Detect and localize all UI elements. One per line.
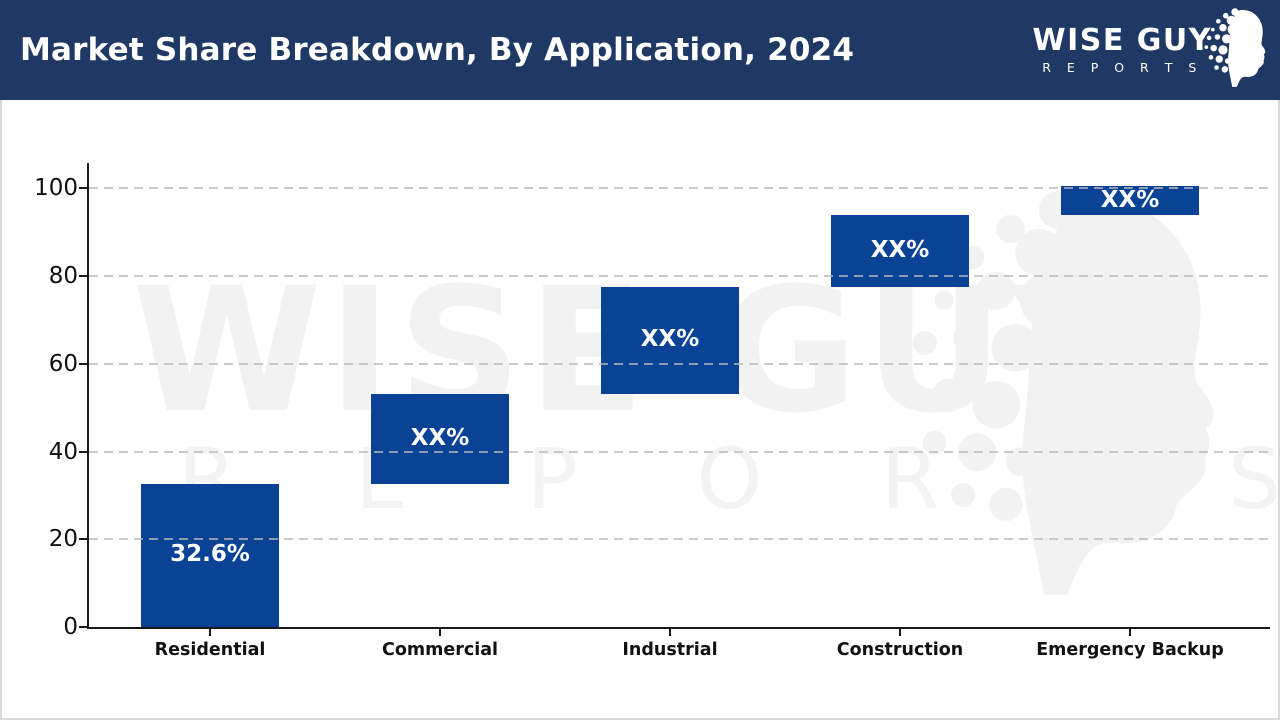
logo-wordmark: WISE GUY bbox=[1032, 23, 1212, 58]
header-bar: Market Share Breakdown, By Application, … bbox=[0, 0, 1280, 100]
x-tickmark-emergency-backup bbox=[1129, 629, 1131, 636]
gridline-60 bbox=[89, 362, 1270, 365]
y-tickmark-60 bbox=[79, 362, 87, 365]
x-tickmark-commercial bbox=[439, 629, 441, 636]
logo-text-block: WISE GUY R E P O R T S bbox=[1032, 23, 1212, 75]
logo-reports-text: R E P O R T S bbox=[1042, 60, 1203, 75]
y-tickmark-80 bbox=[79, 275, 87, 277]
bar-value-label-emergency-backup: XX% bbox=[1100, 186, 1160, 213]
y-axis-spine bbox=[87, 163, 89, 629]
y-tick-label: 100 bbox=[34, 175, 78, 202]
wiseguy-logo: WISE GUY R E P O R T S bbox=[1032, 6, 1272, 92]
x-tick-label-emergency-backup: Emergency Backup bbox=[1036, 640, 1224, 660]
x-tickmark-residential bbox=[209, 629, 211, 636]
y-tickmark-40 bbox=[79, 450, 87, 453]
x-tick-label-residential: Residential bbox=[154, 640, 266, 660]
gridline-20 bbox=[89, 538, 1270, 541]
x-axis-spine bbox=[87, 627, 1270, 629]
x-tickmark-industrial bbox=[669, 629, 671, 636]
bar-value-label-construction: XX% bbox=[870, 236, 930, 263]
x-tickmark-construction bbox=[899, 629, 901, 636]
y-tickmark-0 bbox=[79, 626, 87, 628]
y-tick-label: 80 bbox=[48, 263, 78, 289]
y-tickmark-100 bbox=[79, 187, 87, 190]
bar-emergency-backup bbox=[1061, 186, 1199, 216]
gridline-100 bbox=[89, 187, 1270, 190]
chart-canvas: WISE GUY R E P O R T S 0 20 40 60 80 100 32.6%… bbox=[0, 100, 1280, 720]
gridline-80 bbox=[89, 275, 1270, 277]
y-tick-label: 20 bbox=[48, 526, 78, 553]
bar-commercial bbox=[371, 393, 509, 484]
bar-construction bbox=[831, 215, 969, 287]
x-tick-label-construction: Construction bbox=[836, 640, 964, 660]
x-tick-label-commercial: Commercial bbox=[381, 640, 498, 660]
logo-face-icon bbox=[1204, 8, 1266, 87]
y-tickmark-20 bbox=[79, 538, 87, 541]
y-tick-label: 60 bbox=[48, 350, 78, 377]
chart-title: Market Share Breakdown, By Application, … bbox=[20, 32, 855, 68]
bar-industrial bbox=[601, 286, 739, 394]
x-tick-label-industrial: Industrial bbox=[622, 640, 718, 660]
bar-residential bbox=[141, 483, 279, 627]
bar-value-label-commercial: XX% bbox=[410, 424, 470, 451]
bar-value-label-industrial: XX% bbox=[640, 326, 700, 353]
y-tick-label: 0 bbox=[63, 614, 78, 640]
bar-value-label-residential: 32.6% bbox=[170, 541, 250, 568]
y-tick-label: 40 bbox=[48, 438, 78, 465]
gridline-40 bbox=[89, 450, 1270, 453]
